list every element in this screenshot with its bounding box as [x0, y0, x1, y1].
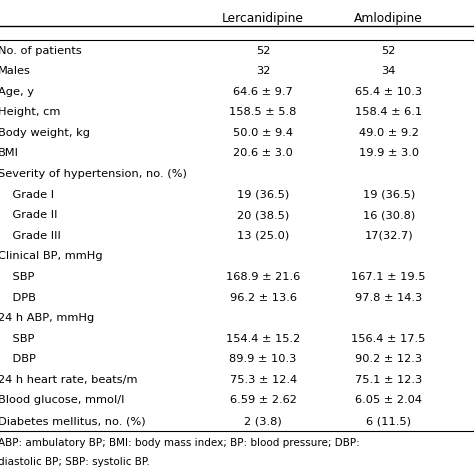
Text: Diabetes mellitus, no. (%): Diabetes mellitus, no. (%): [0, 416, 145, 426]
Text: 75.1 ± 12.3: 75.1 ± 12.3: [355, 375, 422, 385]
Text: 50.0 ± 9.4: 50.0 ± 9.4: [233, 128, 293, 138]
Text: 24 h heart rate, beats/m: 24 h heart rate, beats/m: [0, 375, 137, 385]
Text: DBP: DBP: [0, 354, 36, 365]
Text: 154.4 ± 15.2: 154.4 ± 15.2: [226, 334, 300, 344]
Text: BMI: BMI: [0, 148, 18, 158]
Text: 52: 52: [382, 46, 396, 55]
Text: 97.8 ± 14.3: 97.8 ± 14.3: [355, 292, 422, 302]
Text: 20 (38.5): 20 (38.5): [237, 210, 289, 220]
Text: 24 h ABP, mmHg: 24 h ABP, mmHg: [0, 313, 94, 323]
Text: 168.9 ± 21.6: 168.9 ± 21.6: [226, 272, 300, 282]
Text: Age, y: Age, y: [0, 87, 34, 97]
Text: 158.5 ± 5.8: 158.5 ± 5.8: [229, 107, 297, 118]
Text: Males: Males: [0, 66, 30, 76]
Text: 6.59 ± 2.62: 6.59 ± 2.62: [229, 395, 297, 405]
Text: Amlodipine: Amlodipine: [354, 12, 423, 25]
Text: Grade III: Grade III: [0, 231, 61, 241]
Text: 156.4 ± 17.5: 156.4 ± 17.5: [352, 334, 426, 344]
Text: 89.9 ± 10.3: 89.9 ± 10.3: [229, 354, 297, 365]
Text: 75.3 ± 12.4: 75.3 ± 12.4: [229, 375, 297, 385]
Text: 158.4 ± 6.1: 158.4 ± 6.1: [355, 107, 422, 118]
Text: 19.9 ± 3.0: 19.9 ± 3.0: [359, 148, 419, 158]
Text: SBP: SBP: [0, 334, 34, 344]
Text: 17(32.7): 17(32.7): [365, 231, 413, 241]
Text: 49.0 ± 9.2: 49.0 ± 9.2: [359, 128, 419, 138]
Text: Body weight, kg: Body weight, kg: [0, 128, 90, 138]
Text: 96.2 ± 13.6: 96.2 ± 13.6: [229, 292, 297, 302]
Text: 90.2 ± 12.3: 90.2 ± 12.3: [355, 354, 422, 365]
Text: 52: 52: [256, 46, 270, 55]
Text: Clinical BP, mmHg: Clinical BP, mmHg: [0, 251, 102, 261]
Text: 65.4 ± 10.3: 65.4 ± 10.3: [355, 87, 422, 97]
Text: Height, cm: Height, cm: [0, 107, 60, 118]
Text: No. of patients: No. of patients: [0, 46, 82, 55]
Text: 6 (11.5): 6 (11.5): [366, 416, 411, 426]
Text: 2 (3.8): 2 (3.8): [244, 416, 282, 426]
Text: 167.1 ± 19.5: 167.1 ± 19.5: [351, 272, 426, 282]
Text: Severity of hypertension, no. (%): Severity of hypertension, no. (%): [0, 169, 186, 179]
Text: 32: 32: [256, 66, 270, 76]
Text: Grade II: Grade II: [0, 210, 57, 220]
Text: 64.6 ± 9.7: 64.6 ± 9.7: [233, 87, 293, 97]
Text: Blood glucose, mmol/l: Blood glucose, mmol/l: [0, 395, 124, 405]
Text: 13 (25.0): 13 (25.0): [237, 231, 289, 241]
Text: ABP: ambulatory BP; BMI: body mass index; BP: blood pressure; DBP:: ABP: ambulatory BP; BMI: body mass index…: [0, 438, 359, 448]
Text: 6.05 ± 2.04: 6.05 ± 2.04: [355, 395, 422, 405]
Text: DPB: DPB: [0, 292, 36, 302]
Text: Lercanidipine: Lercanidipine: [222, 12, 304, 25]
Text: 19 (36.5): 19 (36.5): [237, 190, 289, 200]
Text: 34: 34: [382, 66, 396, 76]
Text: diastolic BP; SBP: systolic BP.: diastolic BP; SBP: systolic BP.: [0, 457, 149, 467]
Text: 20.6 ± 3.0: 20.6 ± 3.0: [233, 148, 293, 158]
Text: 16 (30.8): 16 (30.8): [363, 210, 415, 220]
Text: 19 (36.5): 19 (36.5): [363, 190, 415, 200]
Text: SBP: SBP: [0, 272, 34, 282]
Text: Grade I: Grade I: [0, 190, 54, 200]
